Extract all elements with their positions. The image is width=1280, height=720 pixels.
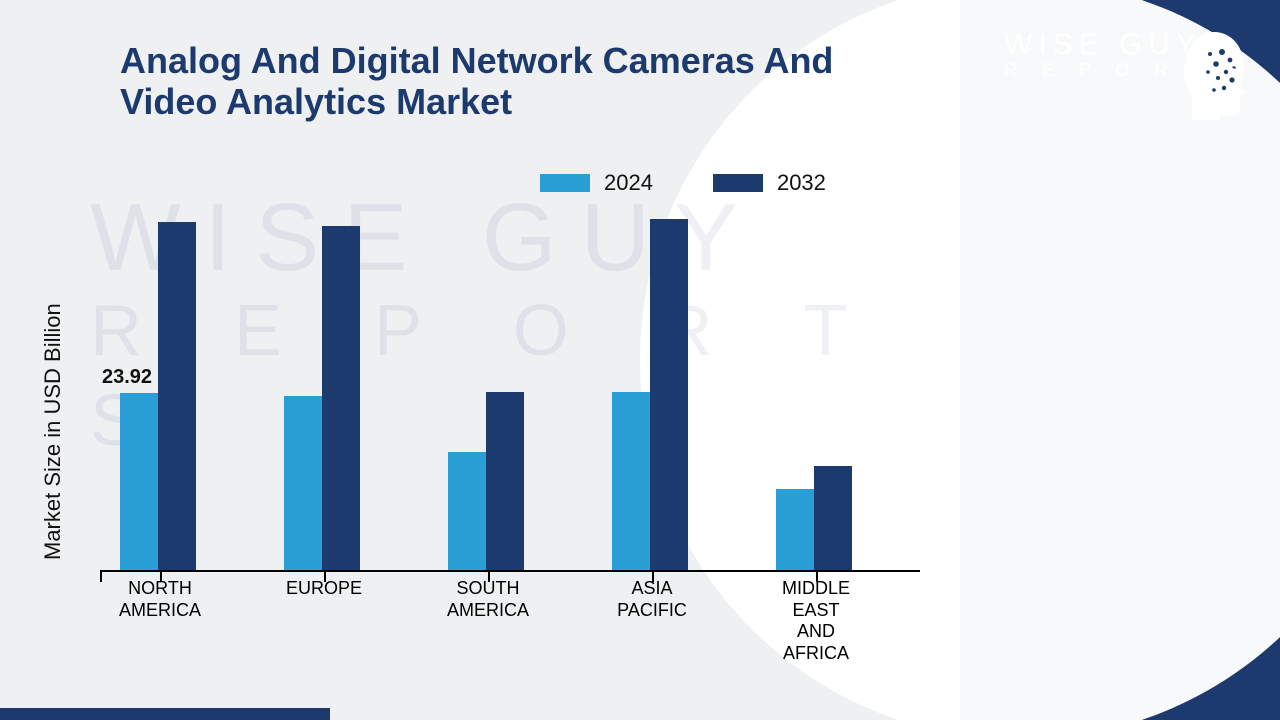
- legend-swatch-2032: [713, 174, 763, 192]
- bar-2032: [650, 219, 688, 571]
- bar-2024: [776, 489, 814, 570]
- x-axis-line: [100, 570, 920, 572]
- bar-2032: [158, 222, 196, 570]
- bar-2024: [284, 396, 322, 570]
- x-axis-category-label: SOUTHAMERICA: [413, 578, 563, 621]
- brand-logo: WISE GUY R E P O R T S: [1004, 30, 1250, 82]
- bar-value-label: 23.92: [102, 366, 152, 389]
- legend-swatch-2024: [540, 174, 590, 192]
- bar-chart: 23.92: [100, 200, 920, 570]
- x-axis-category-label: EUROPE: [249, 578, 399, 600]
- logo-line2: R E P O R T S: [1004, 60, 1250, 82]
- x-axis-category-label: NORTHAMERICA: [85, 578, 235, 621]
- bar-2024: [612, 392, 650, 570]
- legend-label-2024: 2024: [604, 170, 653, 196]
- y-axis-label: Market Size in USD Billion: [40, 303, 66, 560]
- chart-title: Analog And Digital Network Cameras And V…: [120, 40, 880, 123]
- bar-2032: [322, 226, 360, 570]
- bar-2024: [448, 452, 486, 570]
- legend: 2024 2032: [540, 170, 826, 196]
- x-axis-category-label: ASIAPACIFIC: [577, 578, 727, 621]
- bar-2032: [486, 392, 524, 570]
- legend-label-2032: 2032: [777, 170, 826, 196]
- legend-item-2024: 2024: [540, 170, 653, 196]
- logo-line1: WISE GUY: [1004, 30, 1250, 60]
- bottom-accent-bar: [0, 708, 330, 720]
- bar-2032: [814, 466, 852, 570]
- bar-2024: [120, 393, 158, 570]
- x-axis-category-label: MIDDLEEASTANDAFRICA: [741, 578, 891, 664]
- legend-item-2032: 2032: [713, 170, 826, 196]
- stage: WISE GUY R E P O R T S WISE GUY R E P O …: [0, 0, 1280, 720]
